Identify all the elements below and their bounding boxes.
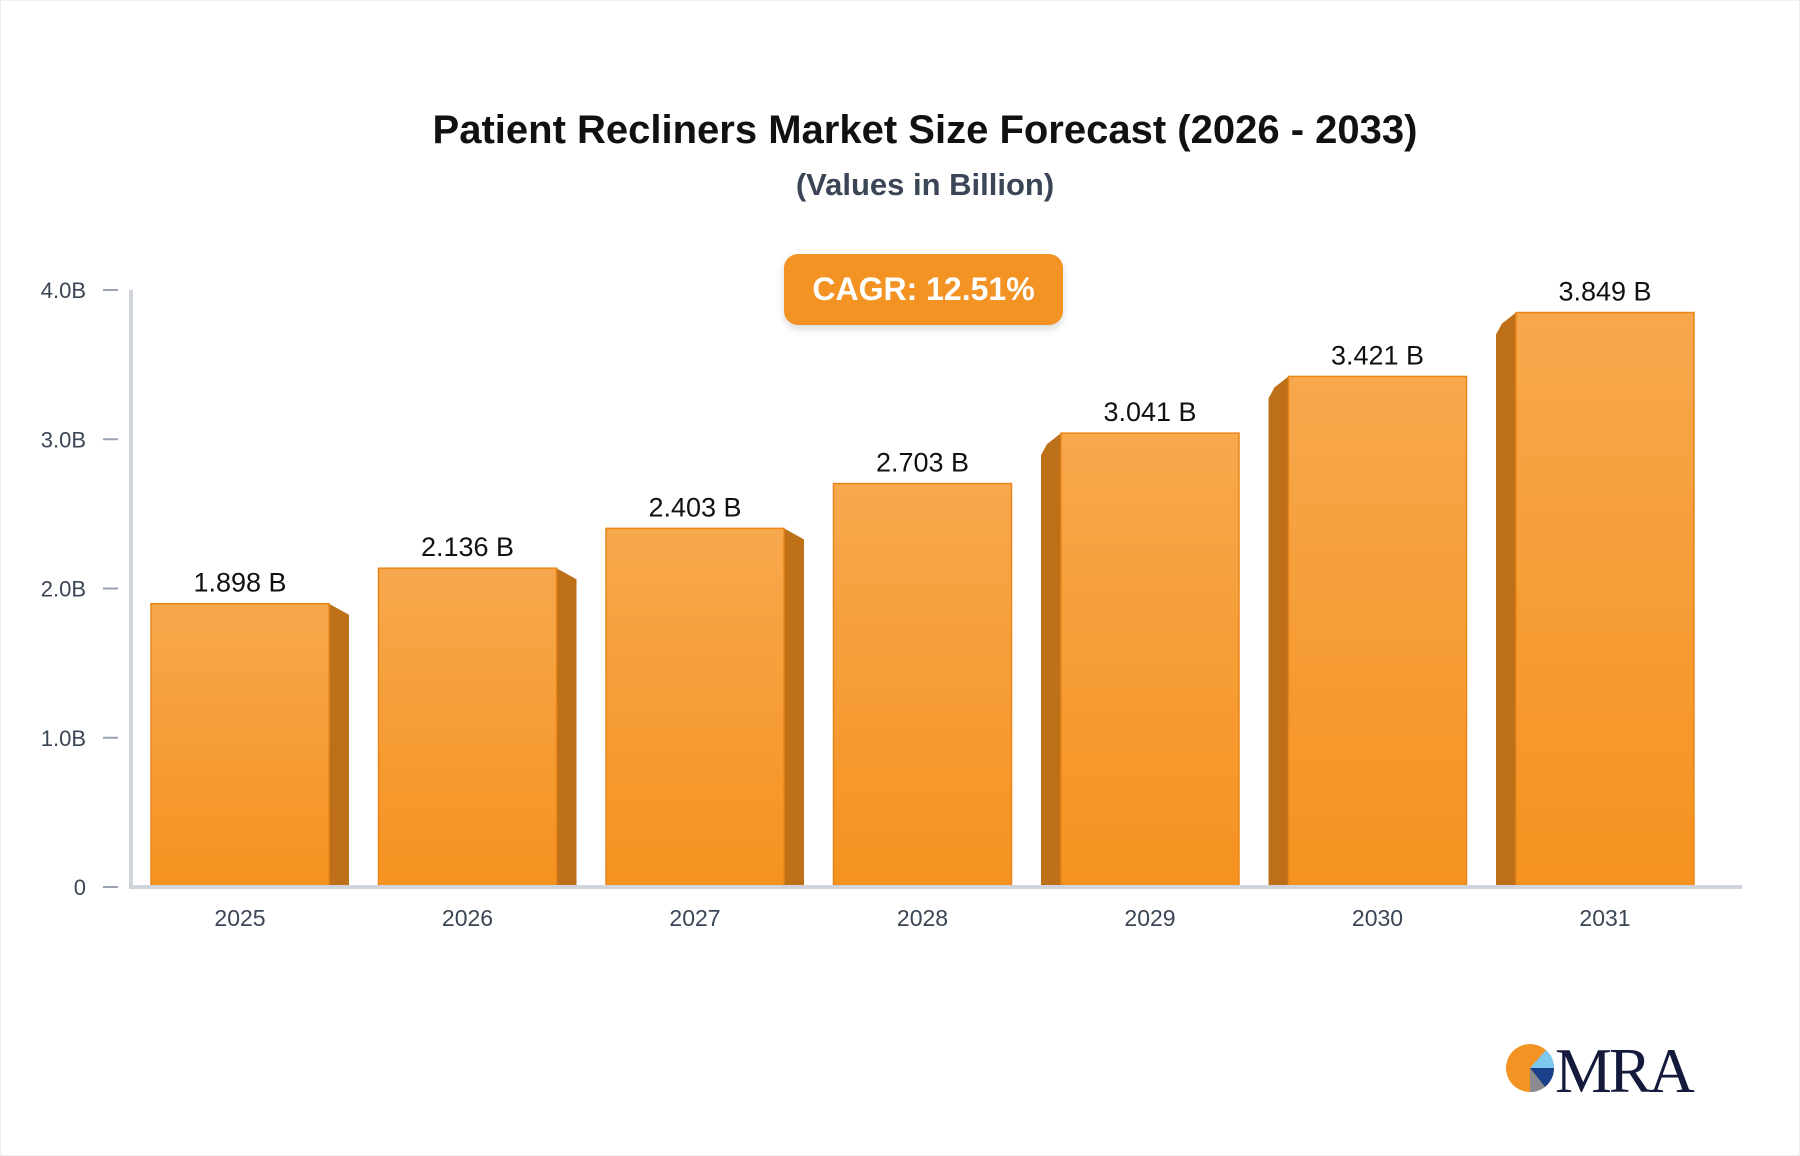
y-tick-label: 0 [74,875,86,900]
x-tick-label: 2030 [1352,905,1403,931]
data-label: 2.703 B [876,448,969,478]
x-tick-label: 2028 [897,905,948,931]
y-axis: 0 1.0B 2.0B 3.0B 4.0B [41,278,133,900]
y-tick-label: 2.0B [41,577,86,602]
x-tick-label: 2025 [214,905,265,931]
bar [150,602,330,888]
bar [605,527,785,888]
cagr-badge: CAGR: 12.51% [784,254,1063,325]
bar-side [784,528,804,887]
data-label: 2.136 B [421,532,514,562]
data-label: 3.421 B [1331,340,1424,370]
x-tick-label: 2026 [442,905,493,931]
bar [1515,311,1695,888]
data-label: 3.849 B [1558,277,1651,307]
mra-logo: MRA [1505,1035,1695,1106]
bar [377,567,558,888]
y-tick-label: 1.0B [41,726,86,751]
bar [832,482,1013,888]
y-tick-label: 4.0B [41,278,86,303]
data-label: 1.898 B [193,568,286,598]
chart-title: Patient Recliners Market Size Forecast (… [432,108,1418,152]
bar [1060,432,1240,888]
x-axis: 2025 2026 2027 2028 2029 2030 2031 [129,885,1742,931]
logo-text: MRA [1555,1035,1695,1106]
bars: 1.898 B 2.136 B 2.403 B 2.703 B 3.041 B 3.421… [150,277,1695,888]
x-tick-label: 2029 [1124,905,1175,931]
data-label: 2.403 B [648,492,741,522]
x-tick-label: 2027 [669,905,720,931]
bar-side [1268,376,1289,887]
x-tick-label: 2031 [1579,905,1630,931]
bar-side [1041,433,1061,887]
data-label: 3.041 B [1103,397,1196,427]
bar-side [329,603,349,887]
logo-pie-icon [1506,1044,1555,1093]
y-tick-label: 3.0B [41,427,86,452]
bar [1287,375,1468,888]
bar-side [1496,312,1516,887]
bar-side [556,568,577,887]
chart-subtitle: (Values in Billion) [795,167,1055,202]
